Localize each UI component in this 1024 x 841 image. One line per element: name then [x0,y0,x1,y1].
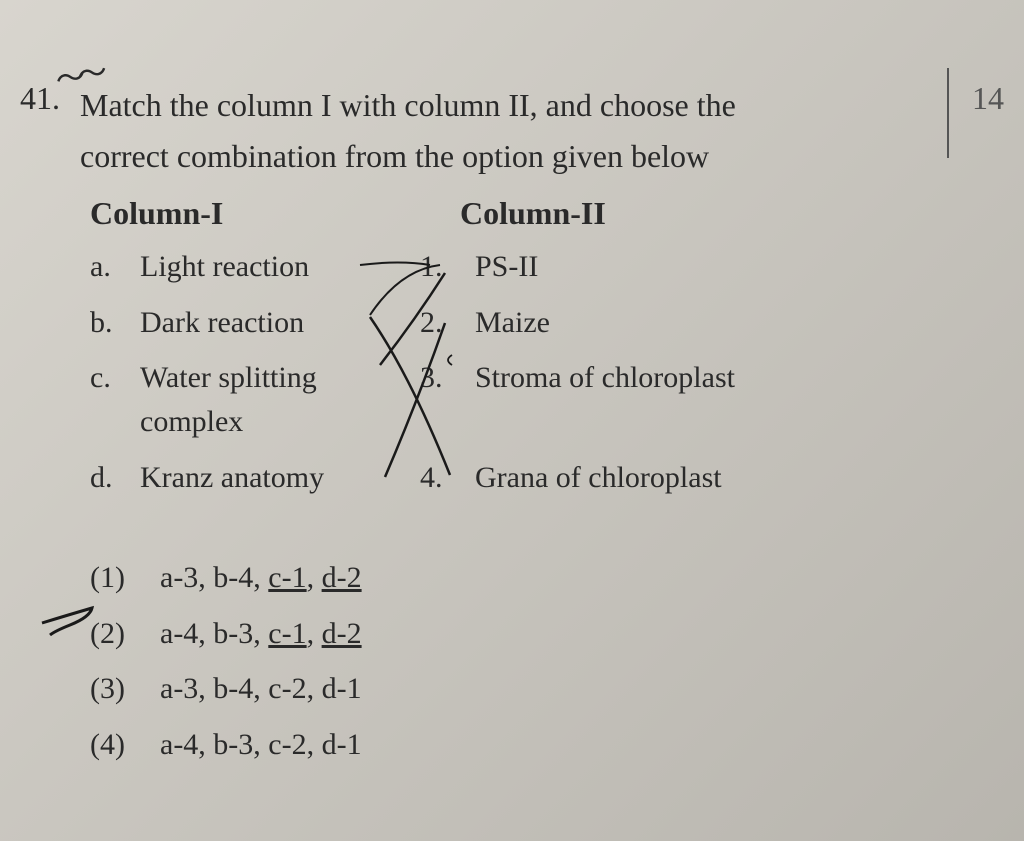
question-line1: Match the column I with column II, and c… [80,87,736,123]
options-list: (1) a-3, b-4, c-1, d-2 (2) a-4, b-3, c-1… [90,550,362,772]
row-text2: Grana of chloroplast [475,456,890,500]
side-number: 14 [972,80,1004,117]
option-number: (2) [90,606,160,662]
question-number: 41. [20,80,60,117]
row-letter: d. [90,456,140,500]
option-1: (1) a-3, b-4, c-1, d-2 [90,550,362,606]
right-divider [947,68,949,158]
row-text1: Dark reaction [140,301,420,345]
row-letter: a. [90,245,140,289]
row-text2: Maize [475,301,890,345]
row-letter: c. [90,356,140,444]
option-text: a-4, b-3, c-2, d-1 [160,717,362,773]
option-text: a-4, b-3, c-1, d-2 [160,606,362,662]
option-number: (1) [90,550,160,606]
row-num: 3. [420,356,475,444]
row-num: 4. [420,456,475,500]
option-number: (4) [90,717,160,773]
page-container: ～～ 41. 14 Match the column I with column… [20,20,1004,821]
option-text: a-3, b-4, c-1, d-2 [160,550,362,606]
row-letter: b. [90,301,140,345]
column2-header: Column-II [460,195,606,232]
match-row-c: c. Water splitting complex 3. Stroma of … [90,356,890,444]
option-2: (2) a-4, b-3, c-1, d-2 [90,606,362,662]
column1-header: Column-I [90,195,460,232]
row-num: 2. [420,301,475,345]
option-3: (3) a-3, b-4, c-2, d-1 [90,661,362,717]
column-headers: Column-I Column-II [90,195,840,232]
row-text2: PS-II [475,245,890,289]
answer-mark-icon [40,605,95,651]
option-text: a-3, b-4, c-2, d-1 [160,661,362,717]
row-num: 1. [420,245,475,289]
row-text2: Stroma of chloroplast [475,356,890,444]
match-row-b: b. Dark reaction 2. Maize [90,301,890,345]
row-text1: Light reaction [140,245,420,289]
option-4: (4) a-4, b-3, c-2, d-1 [90,717,362,773]
row-text1: Water splitting complex [140,356,420,444]
option-number: (3) [90,661,160,717]
match-row-d: d. Kranz anatomy 4. Grana of chloroplast [90,456,890,500]
row-text1: Kranz anatomy [140,456,420,500]
question-text: Match the column I with column II, and c… [80,80,900,182]
question-line2: correct combination from the option give… [80,138,709,174]
match-row-a: a. Light reaction 1. PS-II [90,245,890,289]
match-rows: a. Light reaction 1. PS-II b. Dark react… [90,245,890,512]
